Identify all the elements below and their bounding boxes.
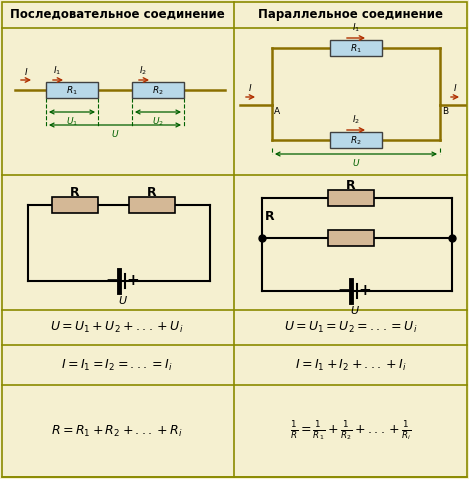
Bar xyxy=(52,196,98,213)
Text: R: R xyxy=(346,179,356,192)
Text: U: U xyxy=(350,306,358,316)
Bar xyxy=(330,132,382,148)
Text: B: B xyxy=(442,107,448,116)
Text: $U_2$: $U_2$ xyxy=(152,115,164,127)
Bar xyxy=(330,40,382,56)
Text: Последовательное соединение: Последовательное соединение xyxy=(10,8,224,21)
Bar xyxy=(132,82,184,98)
Text: $I_2$: $I_2$ xyxy=(352,114,360,126)
Text: A: A xyxy=(274,107,280,116)
Text: $U$: $U$ xyxy=(111,128,119,139)
Text: $I$: $I$ xyxy=(24,66,28,77)
Text: R: R xyxy=(147,185,157,198)
Text: $I$: $I$ xyxy=(453,82,457,93)
Text: $\frac{1}{R} = \frac{1}{R_1} + \frac{1}{R_2} + ... + \frac{1}{R_i}$: $\frac{1}{R} = \frac{1}{R_1} + \frac{1}{… xyxy=(290,419,412,443)
Text: $U$: $U$ xyxy=(352,157,360,168)
Bar xyxy=(328,229,374,246)
Text: $R_1$: $R_1$ xyxy=(350,43,362,55)
Text: U: U xyxy=(118,296,126,306)
Text: R: R xyxy=(265,210,275,224)
Text: $R_1$: $R_1$ xyxy=(66,85,78,97)
Text: $U = U_1 + U_2 + ... + U_i$: $U = U_1 + U_2 + ... + U_i$ xyxy=(50,319,184,334)
Text: $U = U_1 = U_2 = ... = U_i$: $U = U_1 = U_2 = ... = U_i$ xyxy=(284,319,418,334)
Text: $I = I_1 = I_2 = ... = I_i$: $I = I_1 = I_2 = ... = I_i$ xyxy=(61,357,173,373)
Text: $U_1$: $U_1$ xyxy=(66,115,78,127)
Text: +: + xyxy=(359,283,371,298)
Text: $R_2$: $R_2$ xyxy=(350,135,362,147)
Text: −: − xyxy=(338,283,350,298)
Text: −: − xyxy=(106,273,118,288)
Text: $I$: $I$ xyxy=(248,82,252,93)
Text: $I_1$: $I_1$ xyxy=(352,22,360,34)
Text: $I_1$: $I_1$ xyxy=(53,65,61,77)
Bar xyxy=(129,196,175,213)
Text: $R_2$: $R_2$ xyxy=(152,85,164,97)
Text: R: R xyxy=(70,185,80,198)
Bar xyxy=(46,82,98,98)
Bar xyxy=(328,190,374,205)
Text: $I_2$: $I_2$ xyxy=(139,65,147,77)
Text: +: + xyxy=(127,273,139,288)
Text: $R = R_1 + R_2 + ... + R_i$: $R = R_1 + R_2 + ... + R_i$ xyxy=(51,423,183,439)
Text: Параллельное соединение: Параллельное соединение xyxy=(258,8,444,21)
Text: $I = I_1 + I_2 + ... + I_i$: $I = I_1 + I_2 + ... + I_i$ xyxy=(295,357,407,373)
